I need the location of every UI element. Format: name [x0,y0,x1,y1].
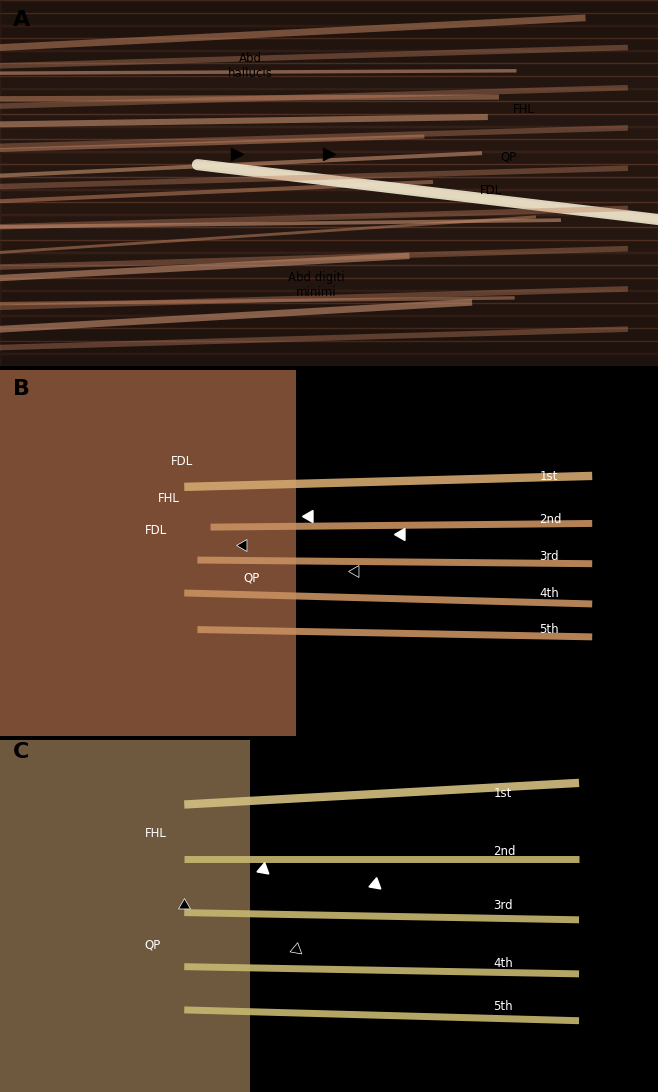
Bar [0,102,658,114]
Text: FHL: FHL [145,827,166,840]
Bar [0,341,658,353]
Text: QP: QP [145,939,161,951]
Text: 2nd: 2nd [540,513,562,526]
Bar [0,290,658,302]
Bar [0,316,658,328]
Bar [0,227,658,239]
Bar [0,202,658,214]
Polygon shape [0,739,250,1092]
Bar [0,13,658,25]
Text: 2nd: 2nd [494,845,516,858]
Bar [0,152,658,164]
Text: 3rd: 3rd [540,550,559,563]
Text: QP: QP [500,151,517,164]
Bar [0,25,658,38]
Text: Abd digiti
minimi: Abd digiti minimi [288,271,344,299]
Text: C: C [13,741,30,761]
Bar [0,139,658,152]
Text: 3rd: 3rd [494,899,513,912]
Bar [0,114,658,127]
Bar [0,165,658,177]
Bar [0,252,658,265]
Bar [0,354,658,366]
Text: A: A [13,10,30,29]
Bar [0,304,658,316]
Bar [0,177,658,189]
Text: FDL: FDL [480,183,503,197]
Bar [0,278,658,290]
Bar [0,215,658,227]
Bar [0,265,658,277]
Text: B: B [13,379,30,400]
Bar [0,0,658,13]
Text: FDL: FDL [171,455,193,468]
Text: FHL: FHL [158,491,180,505]
Text: Abd
hallucis: Abd hallucis [228,51,272,80]
Polygon shape [0,370,296,736]
Text: QP: QP [243,572,260,585]
Bar [0,38,658,50]
Text: FDL: FDL [145,524,167,537]
Text: 4th: 4th [494,957,513,970]
Text: 1st: 1st [494,787,512,800]
Text: 5th: 5th [494,1000,513,1013]
Text: 5th: 5th [540,624,559,637]
Bar [0,127,658,139]
Text: 4th: 4th [540,586,559,600]
Bar [0,51,658,63]
Text: FHL: FHL [513,104,535,116]
Text: 1st: 1st [540,470,558,483]
Bar [0,88,658,100]
Bar [0,76,658,88]
Bar [0,240,658,252]
Bar [0,329,658,341]
Bar [0,190,658,202]
Bar [0,63,658,75]
